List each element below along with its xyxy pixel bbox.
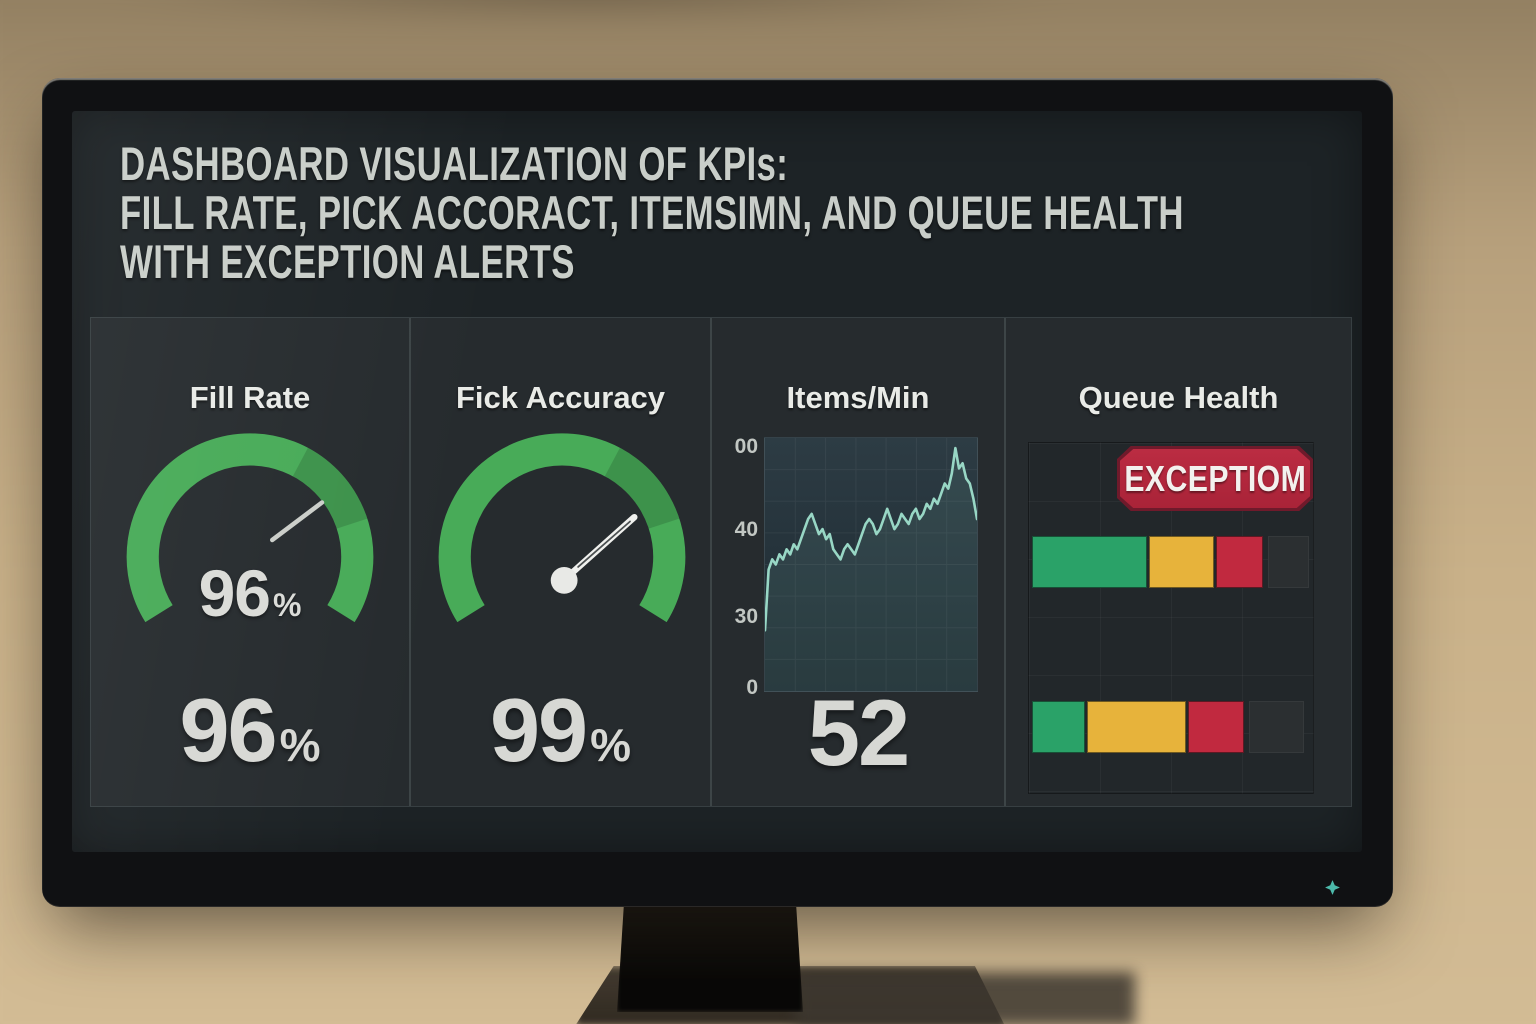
fill-rate-title: Fill Rate — [189, 379, 311, 415]
pick-accuracy-title: Fick Accuracy — [455, 379, 666, 415]
queue-segment-empty — [1248, 701, 1305, 753]
panel-items-per-min: Items/Min 00 40 30 0 52 — [710, 318, 1004, 806]
y-axis-tick-labels: 00 40 30 0 — [718, 435, 760, 699]
panel-fill-rate: Fill Rate 96% 96% — [91, 318, 409, 806]
y-tick: 0 — [746, 676, 758, 699]
big-value-unit: % — [279, 719, 321, 771]
queue-status-bar-2 — [1032, 701, 1309, 753]
big-value-number: 96 — [179, 681, 277, 781]
queue-segment-error — [1216, 536, 1263, 588]
panel-pick-accuracy: Fick Accuracy 99% — [409, 318, 710, 806]
big-value-number: 99 — [489, 681, 588, 781]
queue-segment-error — [1188, 701, 1244, 753]
queue-segment-ok — [1032, 536, 1147, 588]
fill-rate-big-value: 96% — [91, 686, 409, 776]
queue-segment-empty — [1267, 536, 1309, 588]
queue-segment-warn — [1148, 536, 1215, 588]
y-tick: 40 — [734, 518, 758, 541]
gauge-value-number: 96 — [198, 556, 271, 630]
queue-segment-ok — [1032, 701, 1085, 753]
dashboard-screen: DASHBOARD VISUALIZATION OF KPIs: FILL RA… — [72, 111, 1362, 852]
heading-line-3: WITH EXCEPTION ALERTS — [120, 235, 575, 288]
y-tick: 30 — [734, 605, 758, 628]
fill-rate-gauge-value: 96% — [91, 555, 409, 631]
panel-queue-health: Queue Health EXCEPTIOM — [1004, 318, 1351, 806]
queue-status-bar-1 — [1032, 536, 1309, 588]
gauge-value-unit: % — [272, 587, 302, 623]
kpi-panel-row: Fill Rate 96% 96% Fick Accuracy 99% — [90, 317, 1352, 807]
queue-segment-warn — [1086, 701, 1187, 753]
y-tick: 00 — [734, 435, 758, 458]
monitor-brand-logo-icon — [1325, 880, 1340, 895]
big-value-number: 52 — [807, 680, 911, 785]
heading-line-1: DASHBOARD VISUALIZATION OF KPIs: — [120, 137, 789, 190]
dashboard-heading: DASHBOARD VISUALIZATION OF KPIs: FILL RA… — [120, 139, 1362, 286]
exception-badge-face — [1120, 449, 1310, 508]
pick-accuracy-big-value: 99% — [411, 686, 710, 776]
items-per-min-title: Items/Min — [786, 379, 930, 415]
line-chart-svg — [765, 438, 977, 691]
monitor-shadow — [0, 0, 1280, 20]
queue-health-board: EXCEPTIOM — [1028, 442, 1314, 794]
items-per-min-line-chart — [764, 437, 978, 692]
fill-rate-gauge-icon — [126, 433, 374, 623]
monitor-bezel: DASHBOARD VISUALIZATION OF KPIs: FILL RA… — [42, 78, 1393, 907]
pick-accuracy-gauge-icon — [438, 433, 686, 623]
big-value-unit: % — [590, 719, 631, 771]
monitor-stand-pillar — [617, 896, 803, 1012]
exception-badge-label: EXCEPTIOM — [1124, 457, 1306, 499]
items-per-min-big-value: 52 — [712, 686, 1004, 780]
exception-alert-badge: EXCEPTIOM — [1117, 446, 1313, 511]
monitor-stand-plate — [795, 972, 1135, 1024]
queue-health-title: Queue Health — [1078, 379, 1279, 415]
heading-line-2: FILL RATE, PICK ACCORACT, ITEMSIMN, AND … — [120, 186, 1184, 239]
